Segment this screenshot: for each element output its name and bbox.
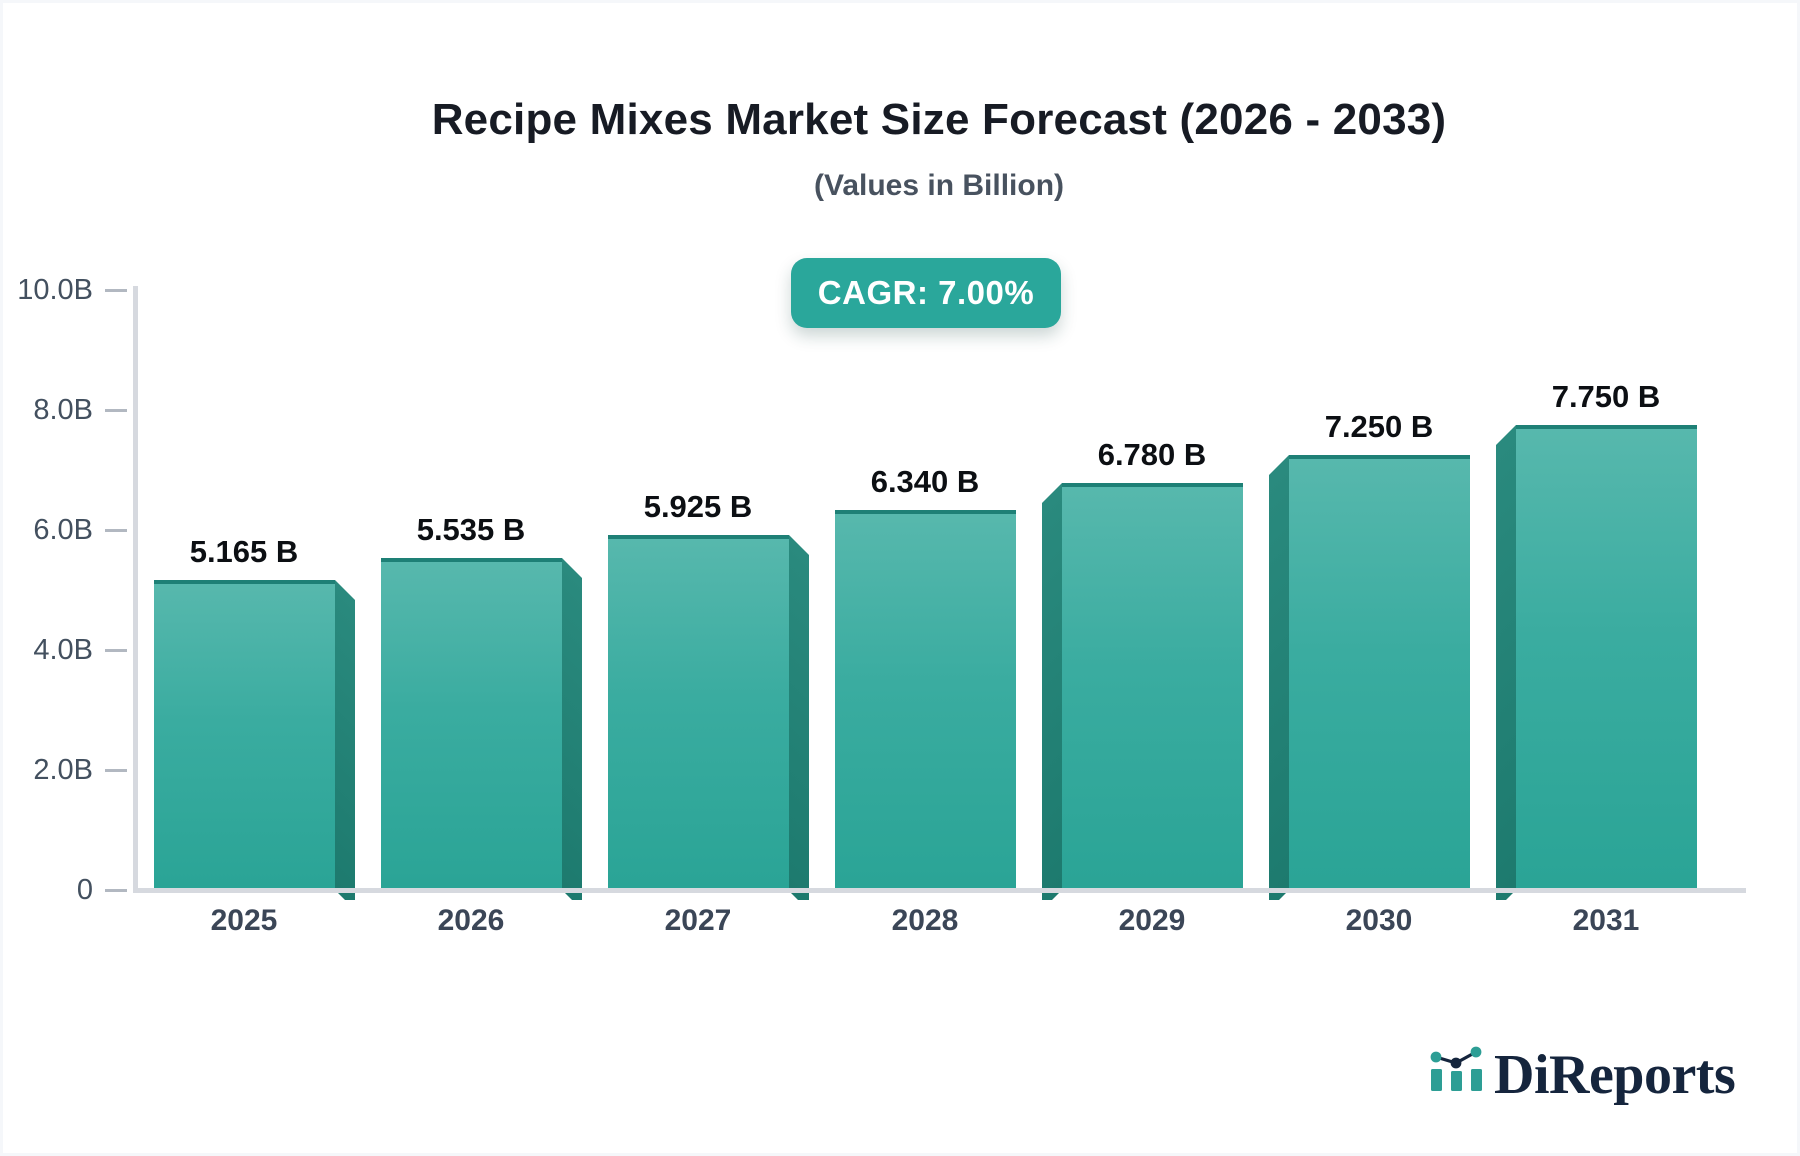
bar-value-label: 5.925 B xyxy=(643,488,753,524)
x-axis-label: 2031 xyxy=(1572,904,1640,937)
bar-2029[interactable] xyxy=(1041,483,1243,900)
bar-3d-side xyxy=(788,534,809,900)
x-axis-label: 2030 xyxy=(1345,904,1413,937)
bar-3d-side xyxy=(561,557,582,900)
bar-face xyxy=(153,580,335,890)
y-axis-tick xyxy=(105,288,127,292)
y-axis-label: 6.0B xyxy=(33,514,93,546)
bar-2027[interactable] xyxy=(607,534,809,900)
brand-logo-text: DiReports xyxy=(1494,1044,1736,1106)
bar-face xyxy=(380,557,562,890)
x-axis-label: 2025 xyxy=(210,904,278,937)
bar-value-label: 7.750 B xyxy=(1551,379,1661,414)
y-axis-label: 10.0B xyxy=(17,274,93,306)
y-axis-label: 0 xyxy=(76,874,93,906)
bar-face xyxy=(834,509,1016,890)
y-axis-label: 2.0B xyxy=(33,754,93,786)
x-axis-label: 2027 xyxy=(664,904,732,937)
y-axis-label: 4.0B xyxy=(33,634,93,666)
cagr-badge-label: CAGR: 7.00% xyxy=(817,274,1035,311)
brand-logo[interactable]: DiReports xyxy=(1428,1035,1736,1106)
bar-face xyxy=(1061,483,1243,890)
bar-value-label: 5.165 B xyxy=(189,534,299,570)
bar-face xyxy=(1515,425,1697,890)
bar-value-label: 6.780 B xyxy=(1097,437,1207,473)
bar-2030[interactable] xyxy=(1268,455,1470,900)
bar-2025[interactable] xyxy=(153,580,355,900)
bar-face xyxy=(1288,455,1470,890)
bar-3d-side xyxy=(1268,455,1289,900)
y-axis-tick xyxy=(105,528,127,532)
x-axis-label: 2029 xyxy=(1118,904,1186,937)
bar-value-label: 7.250 B xyxy=(1324,409,1434,444)
bar-face xyxy=(607,534,789,890)
bar-2031[interactable] xyxy=(1495,425,1697,900)
y-axis-tick xyxy=(105,408,127,412)
chart-title: Recipe Mixes Market Size Forecast (2026 … xyxy=(431,95,1447,144)
bar-2028[interactable] xyxy=(834,509,1016,900)
x-axis-baseline xyxy=(133,888,1746,893)
bar-value-label: 5.535 B xyxy=(416,511,526,547)
cagr-badge: CAGR: 7.00% xyxy=(791,258,1061,328)
bar-3d-side xyxy=(1495,425,1516,900)
y-axis-tick xyxy=(105,648,127,652)
y-axis-tick xyxy=(105,768,127,772)
chart-subtitle: (Values in Billion) xyxy=(813,169,1065,202)
y-axis-tick xyxy=(105,888,127,892)
x-axis-label: 2026 xyxy=(437,904,505,937)
y-axis-line xyxy=(133,286,138,893)
bar-2026[interactable] xyxy=(380,557,582,900)
bar-3d-side xyxy=(334,580,355,900)
x-axis-label: 2028 xyxy=(891,904,959,937)
y-axis-label: 8.0B xyxy=(33,394,93,426)
bar-3d-side xyxy=(1041,483,1062,900)
bar-value-label: 6.340 B xyxy=(870,463,980,499)
mini-bar-chart-icon xyxy=(1430,1046,1482,1091)
